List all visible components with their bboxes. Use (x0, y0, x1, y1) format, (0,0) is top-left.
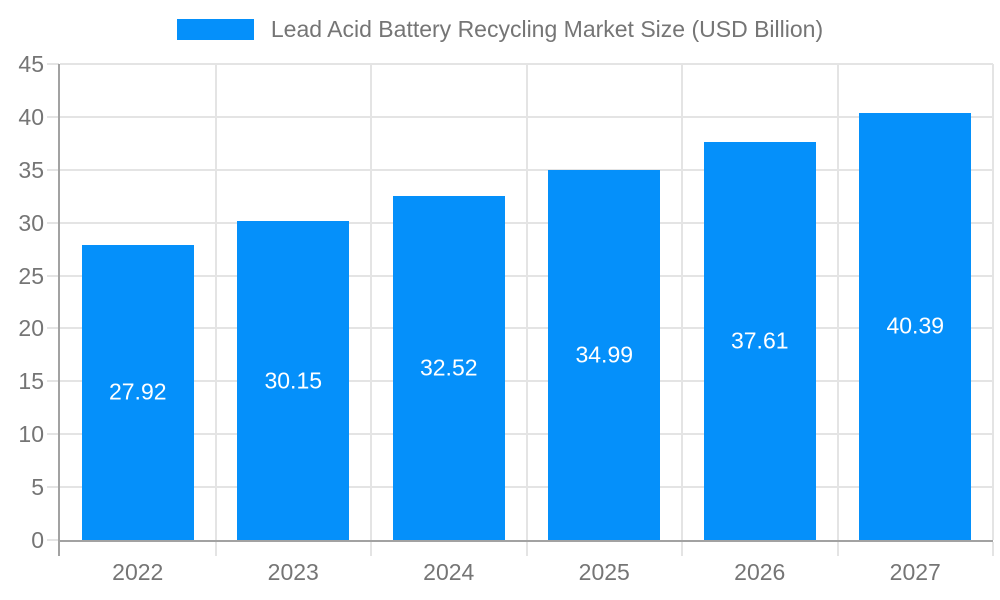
legend-swatch[interactable] (176, 19, 254, 40)
bar-value-label: 34.99 (575, 341, 634, 368)
x-axis-tick (992, 542, 994, 556)
y-axis-tick-label: 40 (18, 103, 44, 130)
y-axis-tick-label: 15 (18, 368, 44, 395)
bar[interactable]: 27.92 (81, 244, 194, 540)
legend[interactable]: Lead Acid Battery Recycling Market Size … (0, 16, 1000, 43)
bar[interactable]: 34.99 (548, 169, 661, 540)
v-gridline (214, 64, 217, 540)
bar-value-label: 40.39 (886, 312, 945, 339)
bar-value-label: 27.92 (108, 378, 167, 405)
x-axis-tick-label: 2022 (112, 559, 164, 585)
y-axis-tick-label: 10 (18, 421, 44, 448)
x-axis-tick-label: 2027 (889, 559, 941, 585)
v-gridline (992, 64, 994, 540)
bar[interactable]: 37.61 (703, 142, 816, 540)
y-axis-tick (47, 539, 59, 541)
x-axis-tick-label: 2026 (734, 559, 786, 585)
bar[interactable]: 30.15 (237, 221, 350, 540)
x-axis-tick-label: 2024 (423, 559, 475, 585)
x-axis-tick (214, 542, 217, 556)
y-axis-tick-label: 5 (31, 474, 44, 501)
y-axis-tick-label: 35 (18, 156, 44, 183)
plot-area: 0 5 10 15 20 25 30 35 40 45 27.92 2022 30.15 2023 32.5… (18, 51, 994, 585)
v-gridline (525, 64, 528, 540)
y-axis-tick (47, 115, 59, 118)
bar[interactable]: 40.39 (859, 112, 972, 540)
x-axis-tick (525, 542, 528, 556)
y-axis-tick (47, 380, 59, 383)
y-axis-tick (47, 433, 59, 436)
x-axis-tick (836, 542, 839, 556)
x-axis-line (58, 540, 993, 542)
y-axis-tick-label: 0 (31, 527, 44, 553)
x-axis-tick (370, 542, 372, 556)
x-axis-tick-label: 2025 (578, 559, 630, 585)
legend-label[interactable]: Lead Acid Battery Recycling Market Size … (270, 16, 824, 42)
bar-value-label: 37.61 (730, 327, 789, 354)
y-axis-tick-label: 20 (18, 315, 44, 342)
y-axis-tick (47, 486, 59, 489)
y-axis-tick (47, 221, 59, 224)
v-gridline (836, 64, 839, 540)
y-axis-tick-label: 25 (18, 262, 44, 289)
v-gridline (370, 64, 372, 540)
y-axis-tick (47, 274, 59, 277)
y-axis-tick-label: 45 (18, 51, 44, 77)
y-axis-line (58, 64, 60, 556)
bar[interactable]: 32.52 (392, 196, 505, 540)
y-axis-tick (47, 168, 59, 171)
x-axis-tick (681, 542, 683, 556)
v-gridline (681, 64, 683, 540)
y-axis-tick (47, 63, 59, 65)
x-axis-tick-label: 2023 (267, 559, 319, 585)
bar-value-label: 32.52 (419, 354, 478, 381)
y-axis-tick-label: 30 (18, 209, 44, 236)
bar-value-label: 30.15 (264, 367, 323, 394)
y-axis-tick (47, 327, 59, 330)
